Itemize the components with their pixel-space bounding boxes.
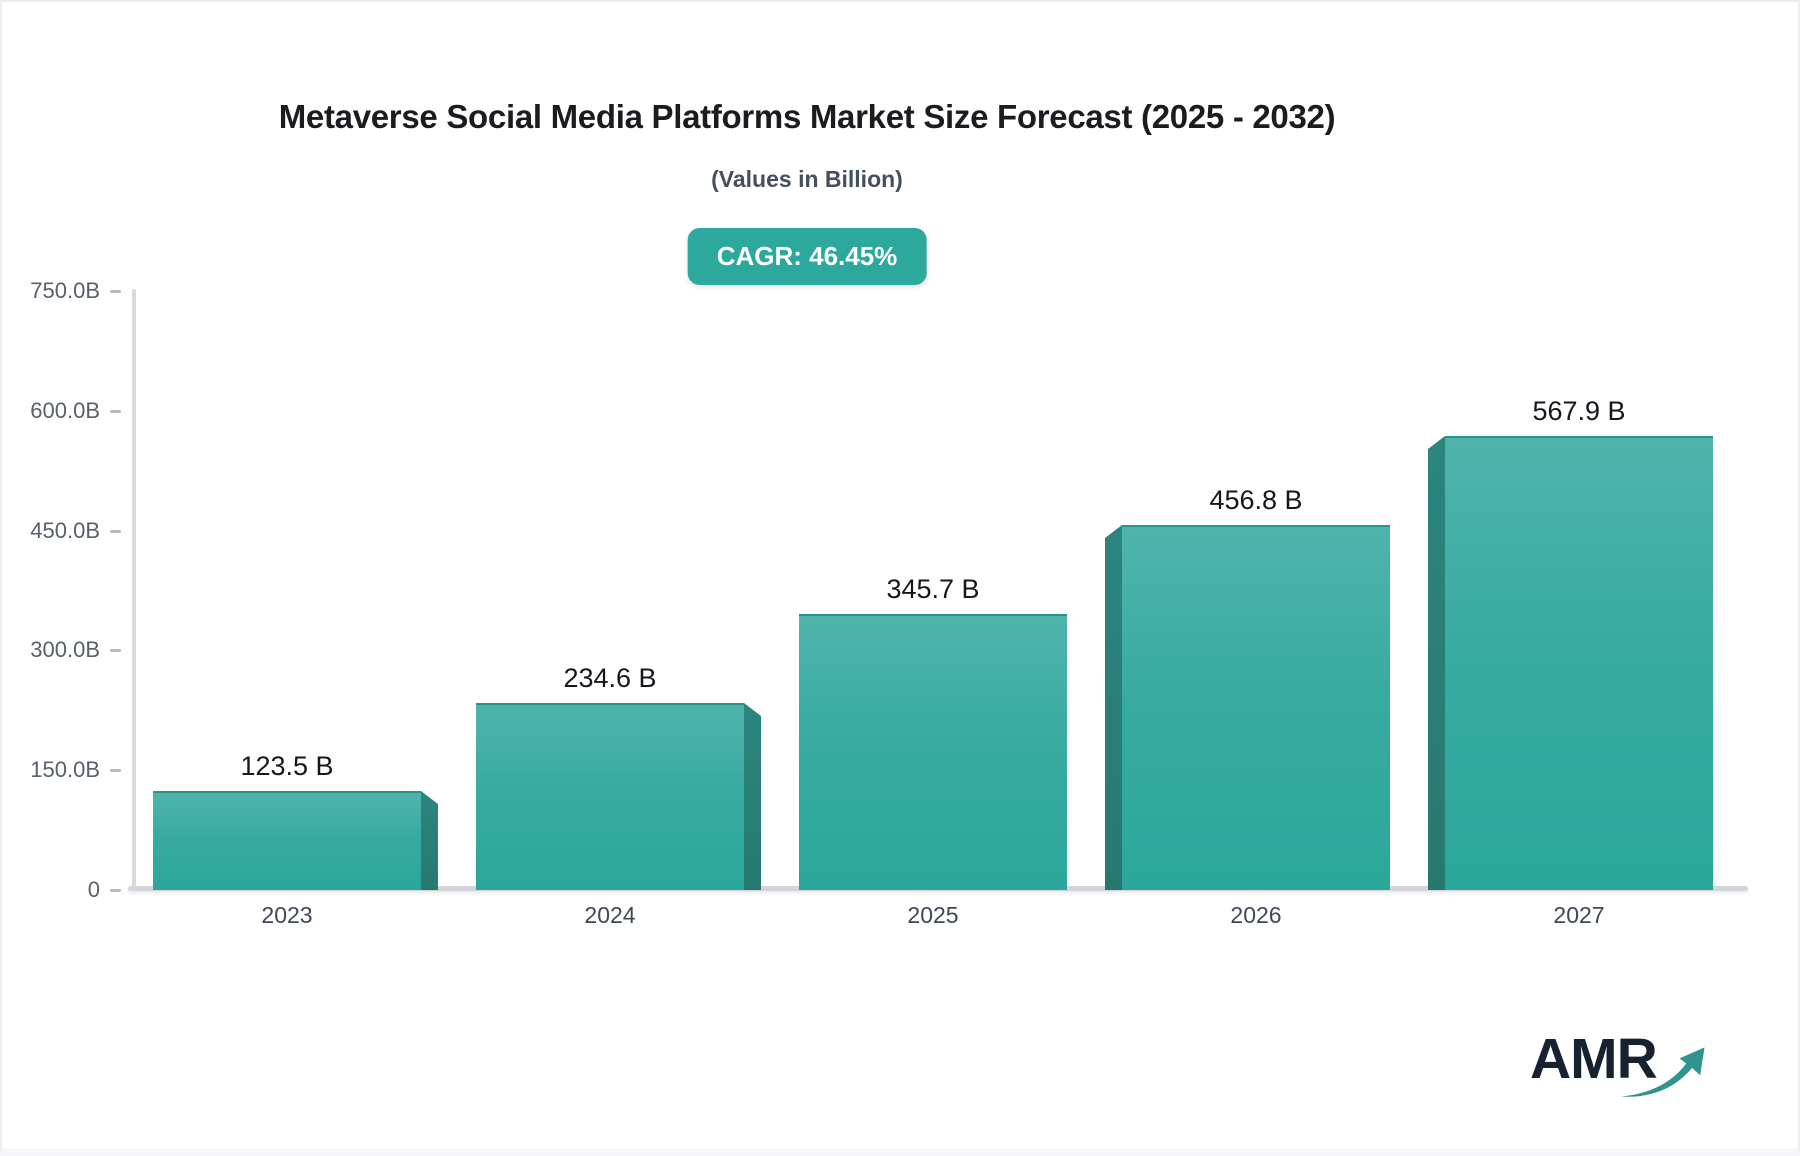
chart-title: Metaverse Social Media Platforms Market … (278, 98, 1336, 135)
bar-value-label: 234.6 B (563, 663, 657, 693)
y-axis-line (132, 289, 136, 890)
bar-2026 (1122, 525, 1390, 890)
y-axis-tick-label: 150.0B (30, 757, 100, 783)
amr-logo: AMR (1530, 1028, 1740, 1118)
y-axis-tick-mark (110, 769, 121, 773)
bar-value-label: 567.9 B (1532, 396, 1626, 426)
bar-3d-side (1105, 525, 1122, 890)
amr-logo-text: AMR (1530, 1027, 1658, 1091)
bar-2025 (799, 614, 1067, 890)
y-axis-tick-mark (110, 529, 121, 533)
y-axis-tick-label: 450.0B (30, 517, 100, 543)
x-axis-category-label: 2023 (261, 902, 313, 928)
bar-2027 (1445, 436, 1713, 890)
cagr-badge: CAGR: 46.45% (687, 228, 927, 285)
y-axis-tick-mark (110, 290, 121, 293)
y-axis-tick-mark (110, 409, 121, 413)
bar-value-label: 456.8 B (1209, 485, 1303, 515)
x-axis-category-label: 2024 (584, 902, 636, 928)
chart-subtitle: (Values in Billion) (711, 166, 903, 192)
bar-3d-side (744, 703, 761, 890)
bar-3d-side (1428, 436, 1445, 890)
growth-arrow-icon (1618, 1042, 1706, 1109)
bar-2024 (476, 703, 744, 890)
y-axis-tick-label: 0 (87, 877, 100, 902)
y-axis-tick-mark (110, 649, 121, 653)
y-axis-tick-label: 750.0B (30, 278, 100, 303)
y-axis-tick-label: 300.0B (30, 637, 100, 663)
y-axis-tick-label: 600.0B (30, 397, 100, 423)
bar-2023 (153, 791, 421, 890)
bar-3d-side (421, 791, 438, 890)
bar-value-label: 123.5 B (240, 751, 334, 781)
x-axis-category-label: 2027 (1553, 902, 1605, 928)
x-axis-category-label: 2025 (907, 902, 959, 928)
bar-value-label: 345.7 B (886, 574, 980, 604)
y-axis-tick-mark (110, 889, 121, 892)
x-axis-category-label: 2026 (1230, 902, 1282, 928)
